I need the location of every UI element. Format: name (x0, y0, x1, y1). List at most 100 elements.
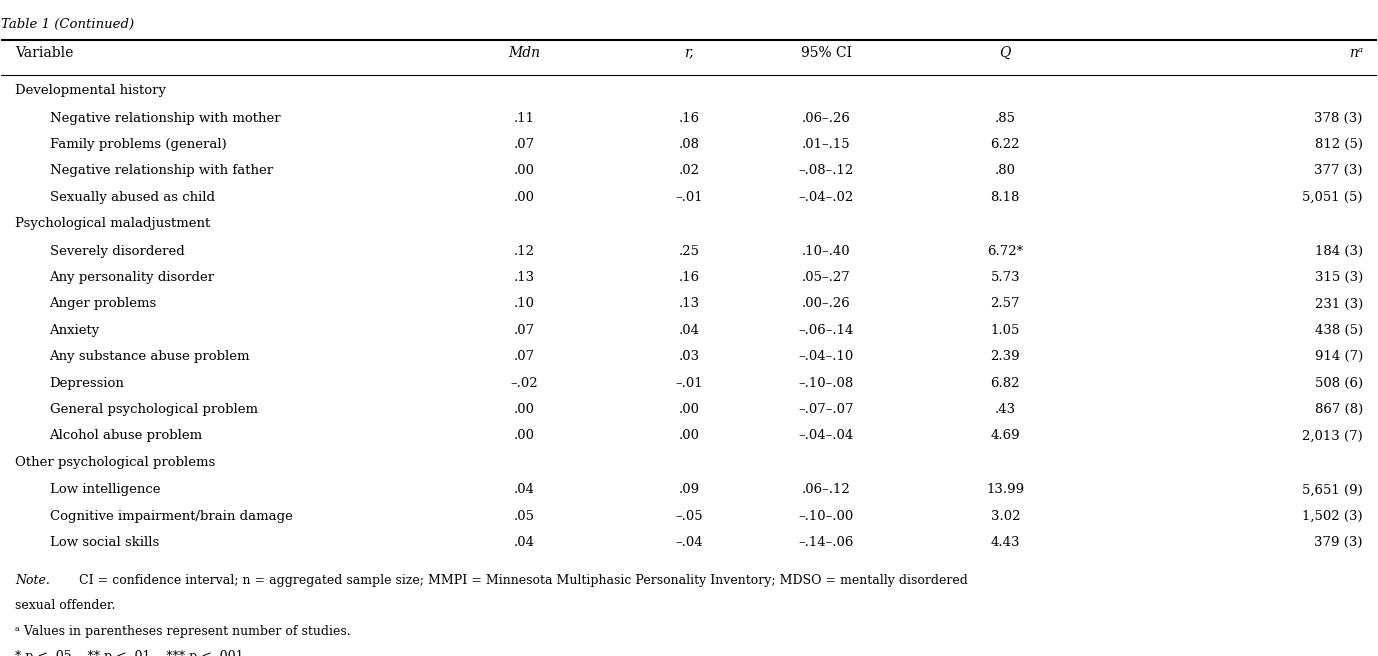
Text: –.01: –.01 (675, 191, 703, 203)
Text: .06–.26: .06–.26 (802, 112, 852, 125)
Text: 2.39: 2.39 (991, 350, 1020, 363)
Text: .25: .25 (678, 245, 700, 258)
Text: Developmental history: Developmental history (15, 84, 167, 97)
Text: .10: .10 (514, 297, 535, 310)
Text: .10–.40: .10–.40 (802, 245, 850, 258)
Text: .00–.26: .00–.26 (802, 297, 850, 310)
Text: Family problems (general): Family problems (general) (50, 138, 226, 151)
Text: .04: .04 (678, 324, 700, 337)
Text: .00: .00 (514, 164, 535, 177)
Text: ᵃ Values in parentheses represent number of studies.: ᵃ Values in parentheses represent number… (15, 625, 351, 638)
Text: Anger problems: Anger problems (50, 297, 157, 310)
Text: –.07–.07: –.07–.07 (799, 403, 854, 416)
Text: Note.: Note. (15, 575, 50, 587)
Text: Low social skills: Low social skills (50, 536, 158, 549)
Text: 379 (3): 379 (3) (1315, 536, 1363, 549)
Text: nᵃ: nᵃ (1349, 45, 1363, 60)
Text: 4.43: 4.43 (991, 536, 1020, 549)
Text: 377 (3): 377 (3) (1315, 164, 1363, 177)
Text: .00: .00 (678, 403, 700, 416)
Text: General psychological problem: General psychological problem (50, 403, 258, 416)
Text: .04: .04 (514, 536, 535, 549)
Text: 231 (3): 231 (3) (1315, 297, 1363, 310)
Text: Mdn: Mdn (508, 45, 540, 60)
Text: –.01: –.01 (675, 377, 703, 390)
Text: 3.02: 3.02 (991, 510, 1020, 523)
Text: –.02: –.02 (510, 377, 537, 390)
Text: –.04–.10: –.04–.10 (799, 350, 854, 363)
Text: .16: .16 (678, 112, 700, 125)
Text: –.10–.00: –.10–.00 (799, 510, 854, 523)
Text: * p < .05.   ** p < .01.   *** p < .001.: * p < .05. ** p < .01. *** p < .001. (15, 649, 248, 656)
Text: –.04–.04: –.04–.04 (799, 429, 854, 442)
Text: 812 (5): 812 (5) (1315, 138, 1363, 151)
Text: 914 (7): 914 (7) (1315, 350, 1363, 363)
Text: .12: .12 (514, 245, 535, 258)
Text: .07: .07 (514, 138, 535, 151)
Text: 5.73: 5.73 (991, 271, 1020, 284)
Text: .00: .00 (514, 191, 535, 203)
Text: 508 (6): 508 (6) (1315, 377, 1363, 390)
Text: Table 1 (Continued): Table 1 (Continued) (1, 18, 135, 31)
Text: 6.72*: 6.72* (987, 245, 1024, 258)
Text: 95% CI: 95% CI (801, 45, 852, 60)
Text: 4.69: 4.69 (991, 429, 1020, 442)
Text: sexual offender.: sexual offender. (15, 600, 116, 613)
Text: Negative relationship with mother: Negative relationship with mother (50, 112, 280, 125)
Text: 5,051 (5): 5,051 (5) (1302, 191, 1363, 203)
Text: Any substance abuse problem: Any substance abuse problem (50, 350, 249, 363)
Text: Negative relationship with father: Negative relationship with father (50, 164, 273, 177)
Text: Psychological maladjustment: Psychological maladjustment (15, 217, 211, 230)
Text: 13.99: 13.99 (987, 483, 1024, 497)
Text: .05–.27: .05–.27 (802, 271, 850, 284)
Text: Low intelligence: Low intelligence (50, 483, 160, 497)
Text: 1.05: 1.05 (991, 324, 1020, 337)
Text: .43: .43 (995, 403, 1016, 416)
Text: .85: .85 (995, 112, 1016, 125)
Text: 6.82: 6.82 (991, 377, 1020, 390)
Text: Any personality disorder: Any personality disorder (50, 271, 215, 284)
Text: 2,013 (7): 2,013 (7) (1302, 429, 1363, 442)
Text: .08: .08 (678, 138, 700, 151)
Text: .00: .00 (514, 429, 535, 442)
Text: .07: .07 (514, 350, 535, 363)
Text: Alcohol abuse problem: Alcohol abuse problem (50, 429, 203, 442)
Text: .80: .80 (995, 164, 1016, 177)
Text: .13: .13 (678, 297, 700, 310)
Text: –.05: –.05 (675, 510, 703, 523)
Text: .02: .02 (678, 164, 700, 177)
Text: r,: r, (685, 45, 693, 60)
Text: Anxiety: Anxiety (50, 324, 99, 337)
Text: .00: .00 (514, 403, 535, 416)
Text: .03: .03 (678, 350, 700, 363)
Text: .07: .07 (514, 324, 535, 337)
Text: 378 (3): 378 (3) (1315, 112, 1363, 125)
Text: –.08–.12: –.08–.12 (799, 164, 854, 177)
Text: –.06–.14: –.06–.14 (799, 324, 854, 337)
Text: .01–.15: .01–.15 (802, 138, 850, 151)
Text: .09: .09 (678, 483, 700, 497)
Text: .11: .11 (514, 112, 535, 125)
Text: –.04–.02: –.04–.02 (799, 191, 854, 203)
Text: 8.18: 8.18 (991, 191, 1020, 203)
Text: –.14–.06: –.14–.06 (799, 536, 854, 549)
Text: 5,651 (9): 5,651 (9) (1302, 483, 1363, 497)
Text: –.10–.08: –.10–.08 (799, 377, 854, 390)
Text: Cognitive impairment/brain damage: Cognitive impairment/brain damage (50, 510, 292, 523)
Text: CI = confidence interval; n = aggregated sample size; MMPI = Minnesota Multiphas: CI = confidence interval; n = aggregated… (68, 575, 969, 587)
Text: 184 (3): 184 (3) (1315, 245, 1363, 258)
Text: 315 (3): 315 (3) (1315, 271, 1363, 284)
Text: 2.57: 2.57 (991, 297, 1020, 310)
Text: .13: .13 (514, 271, 535, 284)
Text: 438 (5): 438 (5) (1315, 324, 1363, 337)
Text: .16: .16 (678, 271, 700, 284)
Text: .06–.12: .06–.12 (802, 483, 850, 497)
Text: .00: .00 (678, 429, 700, 442)
Text: –.04: –.04 (675, 536, 703, 549)
Text: Severely disordered: Severely disordered (50, 245, 185, 258)
Text: .04: .04 (514, 483, 535, 497)
Text: Q: Q (999, 45, 1011, 60)
Text: Other psychological problems: Other psychological problems (15, 456, 215, 469)
Text: 6.22: 6.22 (991, 138, 1020, 151)
Text: Variable: Variable (15, 45, 73, 60)
